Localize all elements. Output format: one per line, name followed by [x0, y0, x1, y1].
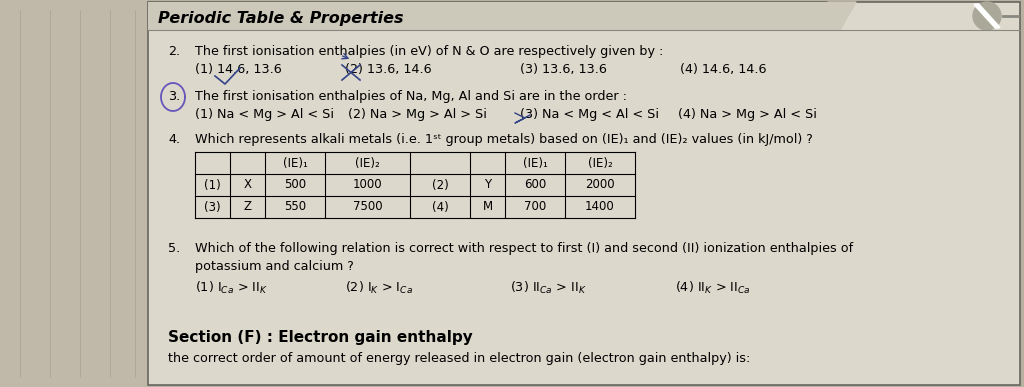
Text: (3): (3) — [204, 200, 221, 214]
Text: 7500: 7500 — [352, 200, 382, 214]
Text: (IE)₁: (IE)₁ — [522, 156, 548, 170]
Text: the correct order of amount of energy released in electron gain (electron gain e: the correct order of amount of energy re… — [168, 352, 751, 365]
Text: 600: 600 — [524, 178, 546, 192]
Text: M: M — [482, 200, 493, 214]
Polygon shape — [812, 2, 856, 30]
Text: (3) 13.6, 13.6: (3) 13.6, 13.6 — [520, 63, 607, 76]
Text: 700: 700 — [524, 200, 546, 214]
Text: Periodic Table & Properties: Periodic Table & Properties — [158, 12, 403, 26]
Text: (1) Na < Mg > Al < Si: (1) Na < Mg > Al < Si — [195, 108, 334, 121]
Circle shape — [973, 2, 1001, 30]
Text: (4) II$_K$ > II$_{Ca}$: (4) II$_K$ > II$_{Ca}$ — [675, 280, 751, 296]
Text: 500: 500 — [284, 178, 306, 192]
Text: X: X — [244, 178, 252, 192]
Bar — [0, 0, 148, 387]
Text: Y: Y — [484, 178, 492, 192]
Text: (4) Na > Mg > Al < Si: (4) Na > Mg > Al < Si — [678, 108, 817, 121]
Text: (2): (2) — [432, 178, 449, 192]
Text: (3) II$_{Ca}$ > II$_K$: (3) II$_{Ca}$ > II$_K$ — [510, 280, 587, 296]
Text: 5.: 5. — [168, 242, 180, 255]
Text: (4) 14.6, 14.6: (4) 14.6, 14.6 — [680, 63, 767, 76]
Text: (4): (4) — [432, 200, 449, 214]
Text: 1000: 1000 — [352, 178, 382, 192]
Text: (3) Na < Mg < Al < Si: (3) Na < Mg < Al < Si — [520, 108, 659, 121]
Text: 3.: 3. — [168, 90, 180, 103]
Text: The first ionisation enthalpies of Na, Mg, Al and Si are in the order :: The first ionisation enthalpies of Na, M… — [195, 90, 627, 103]
Text: 2000: 2000 — [585, 178, 614, 192]
Text: 4.: 4. — [168, 133, 180, 146]
Text: (IE)₁: (IE)₁ — [283, 156, 307, 170]
Text: 550: 550 — [284, 200, 306, 214]
Bar — [148, 2, 1020, 385]
Text: (IE)₂: (IE)₂ — [355, 156, 380, 170]
Text: Which of the following relation is correct with respect to first (I) and second : Which of the following relation is corre… — [195, 242, 853, 255]
Text: Which represents alkali metals (i.e. 1ˢᵗ group metals) based on (IE)₁ and (IE)₂ : Which represents alkali metals (i.e. 1ˢᵗ… — [195, 133, 813, 146]
Text: (2) I$_K$ > I$_{Ca}$: (2) I$_K$ > I$_{Ca}$ — [345, 280, 413, 296]
Text: (2) Na > Mg > Al > Si: (2) Na > Mg > Al > Si — [348, 108, 486, 121]
Bar — [148, 2, 828, 30]
Text: (IE)₂: (IE)₂ — [588, 156, 612, 170]
Text: Section (F) : Electron gain enthalpy: Section (F) : Electron gain enthalpy — [168, 330, 473, 345]
Text: 2.: 2. — [168, 45, 180, 58]
Text: potassium and calcium ?: potassium and calcium ? — [195, 260, 354, 273]
Text: (1) 14.6, 13.6: (1) 14.6, 13.6 — [195, 63, 282, 76]
Text: The first ionisation enthalpies (in eV) of N & O are respectively given by :: The first ionisation enthalpies (in eV) … — [195, 45, 664, 58]
Text: (2) 13.6, 14.6: (2) 13.6, 14.6 — [345, 63, 432, 76]
Text: Z: Z — [244, 200, 252, 214]
Text: (1) I$_{Ca}$ > II$_K$: (1) I$_{Ca}$ > II$_K$ — [195, 280, 268, 296]
Text: (1): (1) — [204, 178, 221, 192]
Text: 1400: 1400 — [585, 200, 614, 214]
